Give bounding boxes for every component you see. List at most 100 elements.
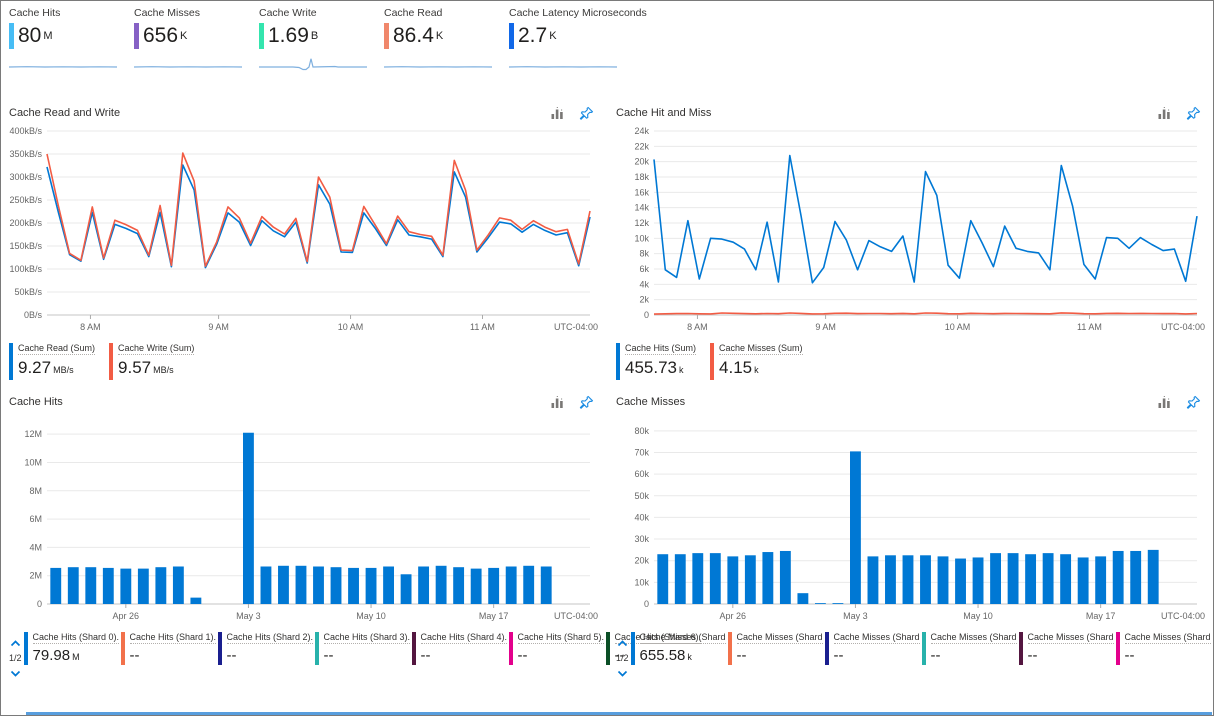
legend-series-name: Cache Hits (Sum) <box>625 343 697 355</box>
legend-series-name: Cache Hits (Shard 2)... <box>226 632 313 644</box>
legend-item[interactable]: Cache Misses (Sum) 4.15 k <box>710 343 803 380</box>
svg-text:Apr 26: Apr 26 <box>720 611 747 621</box>
svg-text:11 AM: 11 AM <box>470 322 495 332</box>
chart-type-icon[interactable] <box>1157 106 1172 120</box>
chart-legend: 1/2 Cache Hits (Shard 0)... 79.98 M Cache Hi… <box>7 626 701 682</box>
legend-item[interactable]: Cache Hits (Shard 0)... 79.98 M <box>23 632 119 665</box>
svg-text:80k: 80k <box>634 426 649 436</box>
metric-value: 80 <box>18 23 42 47</box>
legend-series-name: Cache Hits (Shard 5)... <box>517 632 604 644</box>
legend-series-name: Cache Hits (Shard 1)... <box>129 632 216 644</box>
pin-icon[interactable] <box>1186 106 1201 121</box>
legend-series-name: Cache Misses (Shard ... <box>930 632 1017 644</box>
legend-item[interactable]: Cache Misses (Shard ...-- <box>1018 632 1114 665</box>
chart-type-icon[interactable] <box>550 395 565 409</box>
cache-hit-miss-chart: 24k 22k 20k 18k 16k 14k 12k 10k 8k 6k 4k 2k 0 8 AM 9 A… <box>634 126 1205 332</box>
svg-text:350kB/s: 350kB/s <box>9 149 42 159</box>
svg-text:May 10: May 10 <box>963 611 993 621</box>
legend-series-value: -- <box>129 647 140 664</box>
svg-text:50k: 50k <box>634 491 649 501</box>
sparkline <box>259 58 367 71</box>
legend-page-indicator: 1/2 <box>9 653 22 663</box>
chart-type-icon[interactable] <box>1157 395 1172 409</box>
legend-item[interactable]: Cache Read (Sum) 9.27 MB/s <box>9 343 96 380</box>
legend-series-name: Cache Misses (Shard ... <box>736 632 823 644</box>
legend-item[interactable]: Cache Hits (Sum) 455.73 k <box>616 343 697 380</box>
metric-tile-label: Cache Read <box>384 7 443 19</box>
legend-item[interactable]: Cache Hits (Shard 3)... -- <box>314 632 410 665</box>
metric-tiles-row: Cache Hits 80 M Cache Misses 656 K Cache Write… <box>1 1 1213 91</box>
panel-cache-hits: Cache Hits 12M 10M 8M 6M 4M 2M 0 Apr 26 May 3 May… <box>1 380 701 682</box>
legend-item[interactable]: Cache Misses (Shard ... -- <box>727 632 823 665</box>
svg-text:9 AM: 9 AM <box>208 322 229 332</box>
legend-series-name: Cache Hits (Shard 3)... <box>323 632 410 644</box>
legend-series-name: Cache Misses (Shard ... <box>1124 632 1211 644</box>
legend-series-value: -- <box>420 647 431 664</box>
legend-color-bar <box>23 632 28 665</box>
svg-text:Apr 26: Apr 26 <box>113 611 140 621</box>
svg-text:250kB/s: 250kB/s <box>9 195 42 205</box>
legend-color-bar <box>120 632 125 665</box>
legend-page-down-icon[interactable] <box>617 664 628 682</box>
metric-unit: K <box>549 29 557 42</box>
svg-text:8M: 8M <box>29 486 42 496</box>
legend-color-bar <box>605 632 610 665</box>
legend-series-name: Cache Misses (Sum) <box>719 343 803 355</box>
legend-series-value: -- <box>736 647 747 664</box>
legend-page-up-icon[interactable] <box>617 634 628 652</box>
svg-text:10M: 10M <box>24 457 42 467</box>
legend-series-value: 9.27 MB/s <box>18 358 74 377</box>
legend-item[interactable]: Cache Hits (Shard 2)... -- <box>217 632 313 665</box>
svg-text:May 10: May 10 <box>356 611 386 621</box>
legend-item[interactable]: Cache Misses (Shard ...-- <box>1212 632 1213 665</box>
legend-page-down-icon[interactable] <box>10 664 21 682</box>
sparkline <box>384 66 492 68</box>
panel-cache-misses: Cache Misses 80k 70k 60k 50k 40k 30k 20k 10k 0 Ap… <box>608 380 1213 682</box>
legend-item[interactable]: Cache Misses (Shard ... 655.58k <box>630 632 726 665</box>
metric-tile[interactable]: Cache Latency Microseconds 2.7 K <box>509 7 647 91</box>
legend-color-bar <box>1212 632 1213 665</box>
svg-text:20k: 20k <box>634 157 649 167</box>
metric-tile[interactable]: Cache Misses 656 K <box>134 7 250 91</box>
legend-page-up-icon[interactable] <box>10 634 21 652</box>
metric-tile[interactable]: Cache Hits 80 M <box>9 7 125 91</box>
metric-color-bar <box>9 22 14 49</box>
legend-series-value: -- <box>323 647 334 664</box>
pin-icon[interactable] <box>1186 395 1201 410</box>
legend-series-value: 79.98 M <box>32 647 80 664</box>
legend-item[interactable]: Cache Hits (Shard 4)... -- <box>411 632 507 665</box>
legend-series-name: Cache Misses (Shard ... <box>833 632 920 644</box>
legend-color-bar <box>314 632 319 665</box>
svg-text:8 AM: 8 AM <box>80 322 101 332</box>
chart-type-icon[interactable] <box>550 106 565 120</box>
svg-text:10 AM: 10 AM <box>338 322 364 332</box>
svg-text:UTC-04:00: UTC-04:00 <box>554 322 598 332</box>
metric-value: 2.7 <box>518 23 548 47</box>
legend-item[interactable]: Cache Write (Sum) 9.57 MB/s <box>109 343 195 380</box>
pin-icon[interactable] <box>579 106 594 121</box>
legend-item[interactable]: Cache Misses (Shard ...-- <box>1115 632 1211 665</box>
svg-text:0: 0 <box>644 599 649 609</box>
legend-color-bar <box>630 632 635 665</box>
svg-text:May 3: May 3 <box>843 611 868 621</box>
pin-icon[interactable] <box>579 395 594 410</box>
metric-unit: M <box>43 29 53 42</box>
cache-read-write-chart: 400kB/s 350kB/s 300kB/s 250kB/s 200kB/s 150kB… <box>9 126 598 332</box>
metric-tile[interactable]: Cache Read 86.4 K <box>384 7 500 91</box>
svg-text:0B/s: 0B/s <box>24 310 43 320</box>
svg-text:May 17: May 17 <box>479 611 509 621</box>
legend-series-name: Cache Misses (Shard ... <box>639 632 726 644</box>
legend-series-value: 455.73 k <box>625 358 684 377</box>
legend-item[interactable]: Cache Misses (Shard ...-- <box>824 632 920 665</box>
legend-item[interactable]: Cache Hits (Shard 1)... -- <box>120 632 216 665</box>
legend-item[interactable]: Cache Misses (Shard ...-- <box>921 632 1017 665</box>
svg-text:0: 0 <box>644 310 649 320</box>
metric-tile[interactable]: Cache Write 1.69 B <box>259 7 375 91</box>
cache-misses-bar-chart: 80k 70k 60k 50k 40k 30k 20k 10k 0 Apr 26 May 3 May … <box>634 426 1205 621</box>
legend-pager: 1/2 <box>9 634 22 682</box>
svg-text:May 17: May 17 <box>1086 611 1116 621</box>
chart-title: Cache Hit and Miss <box>616 107 712 119</box>
legend-color-bar <box>508 632 513 665</box>
legend-item[interactable]: Cache Hits (Shard 5)... -- <box>508 632 604 665</box>
svg-text:UTC-04:00: UTC-04:00 <box>554 611 598 621</box>
